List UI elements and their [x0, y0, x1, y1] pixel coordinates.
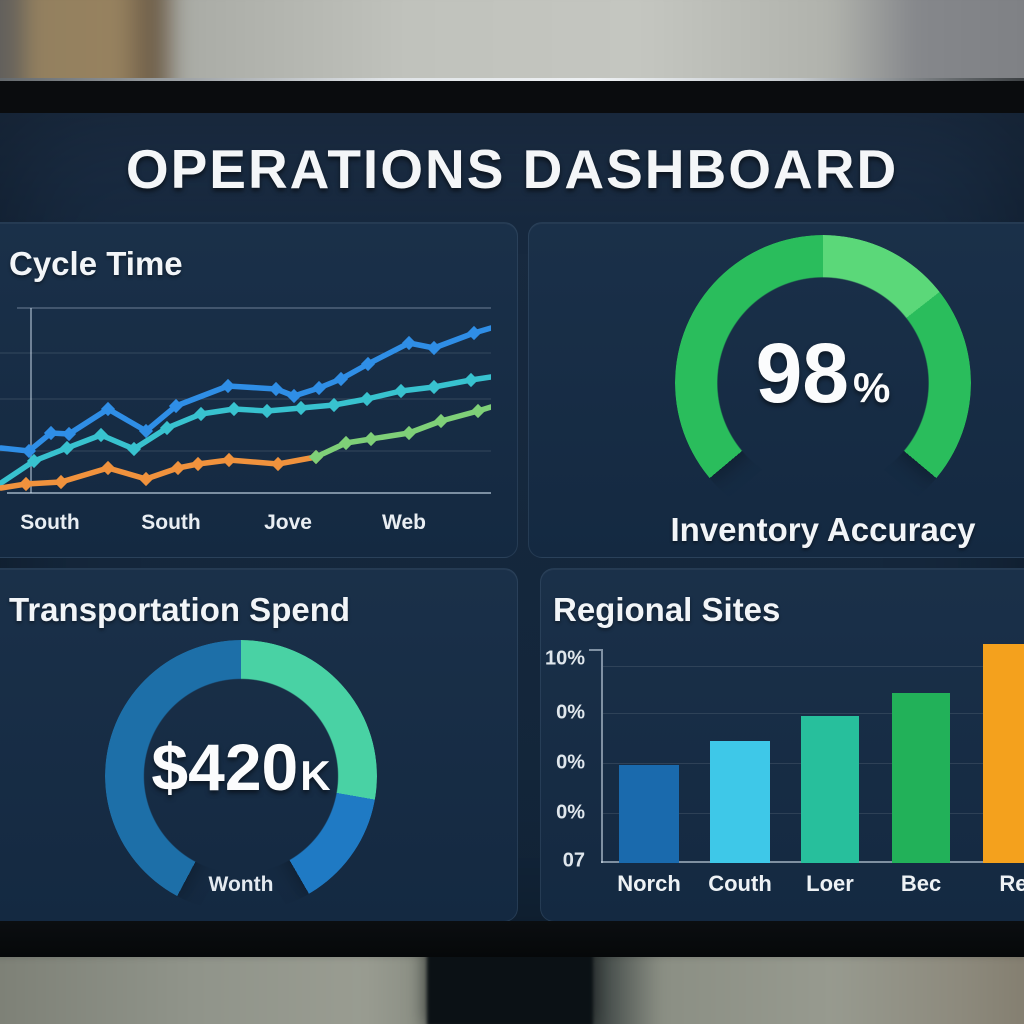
- transportation-spend-panel: Transportation Spend $420 K Wonth: [0, 568, 518, 921]
- data-point-marker: [311, 380, 327, 396]
- data-point-marker: [308, 449, 324, 465]
- data-point-marker: [259, 403, 275, 419]
- data-point-marker: [159, 420, 175, 436]
- y-axis-label: 10%: [544, 647, 585, 670]
- x-axis-label: Loer: [806, 871, 854, 896]
- data-point-marker: [226, 401, 242, 417]
- x-axis-label: Couth: [708, 871, 772, 896]
- data-point-marker: [463, 372, 479, 388]
- donut-sublabel: Wonth: [208, 873, 274, 896]
- axis-bracket: [589, 649, 601, 651]
- monitor-bezel-top: [0, 78, 1024, 113]
- data-point-marker: [363, 431, 379, 447]
- x-axis-label: Jove: [264, 511, 312, 534]
- data-point-marker: [268, 381, 284, 397]
- data-point-marker: [338, 435, 354, 451]
- data-point-marker: [359, 391, 375, 407]
- transportation-spend-title: Transportation Spend: [9, 591, 351, 628]
- data-point-marker: [466, 325, 482, 341]
- regional-sites-bar-chart: [601, 644, 1024, 863]
- line-series-orange: [0, 454, 319, 491]
- data-point-marker: [18, 476, 34, 492]
- data-point-marker: [401, 425, 417, 441]
- inventory-gauge-ring: [675, 235, 971, 531]
- data-point-marker: [100, 460, 116, 476]
- bar-rew: [983, 644, 1024, 863]
- data-point-marker: [401, 335, 417, 351]
- bezel-highlight-line: [0, 78, 1024, 81]
- data-point-marker: [221, 452, 237, 468]
- bar-loer: [801, 716, 859, 863]
- data-point-marker: [43, 425, 59, 441]
- x-axis-label: Web: [382, 511, 426, 534]
- cycle-time-title: Cycle Time: [9, 245, 183, 282]
- cycle-time-x-axis: South South Jove Web: [0, 511, 491, 541]
- data-point-marker: [286, 388, 302, 404]
- data-point-marker: [26, 453, 42, 469]
- y-axis-label: 0%: [556, 751, 585, 774]
- data-point-marker: [53, 474, 69, 490]
- data-point-marker: [270, 456, 286, 472]
- inventory-accuracy-panel: 98 % Inventory Accuracy: [528, 222, 1024, 558]
- monitor-bezel-bottom: [0, 921, 1024, 957]
- data-point-marker: [170, 460, 186, 476]
- data-point-marker: [138, 471, 154, 487]
- regional-sites-x-axis: Norch Couth Loer Bec Rew: [601, 871, 1024, 899]
- bar-bec: [892, 693, 950, 863]
- regional-sites-panel: Regional Sites 10% 0% 0% 0% 07 Norch Couth Loe…: [540, 568, 1024, 921]
- y-axis-label: 0%: [556, 801, 585, 824]
- data-point-marker: [138, 423, 154, 439]
- data-point-marker: [326, 397, 342, 413]
- donut-value-number: $420: [151, 730, 299, 804]
- transportation-donut-value: $420 K: [105, 734, 377, 800]
- data-point-marker: [426, 340, 442, 356]
- data-point-marker: [393, 383, 409, 399]
- x-axis-label: Norch: [617, 871, 681, 896]
- data-point-marker: [360, 356, 376, 372]
- x-axis-label: South: [141, 511, 201, 534]
- data-point-marker: [168, 398, 184, 414]
- bar-norch: [619, 765, 679, 863]
- x-axis-label: Rew: [999, 871, 1024, 896]
- data-point-marker: [59, 440, 75, 456]
- x-axis-label: Bec: [900, 871, 942, 896]
- data-point-marker: [220, 378, 236, 394]
- transportation-donut-ring: [105, 640, 377, 912]
- y-axis-label: 07: [562, 849, 585, 872]
- percent-sign: %: [853, 364, 891, 411]
- data-point-marker: [100, 401, 116, 417]
- data-point-marker: [333, 371, 349, 387]
- regional-sites-y-axis: 10% 0% 0% 0% 07: [541, 569, 593, 921]
- cycle-time-panel: Cycle Time South South Jove Web: [0, 222, 518, 558]
- gridline: [603, 713, 1024, 714]
- inventory-accuracy-label: Inventory Accuracy: [670, 511, 976, 548]
- cycle-time-line-chart: [0, 307, 491, 494]
- x-axis-label: South: [20, 511, 80, 534]
- data-point-marker: [426, 379, 442, 395]
- data-point-marker: [193, 406, 209, 422]
- y-axis-line: [601, 649, 603, 863]
- data-point-marker: [293, 400, 309, 416]
- data-point-marker: [470, 403, 486, 419]
- regional-sites-title: Regional Sites: [553, 591, 781, 628]
- monitor-stand: [427, 946, 593, 1024]
- data-point-marker: [21, 443, 37, 459]
- data-point-marker: [433, 413, 449, 429]
- y-axis-label: 0%: [556, 701, 585, 724]
- gauge-value-number: 98: [755, 326, 850, 420]
- bar-couth: [710, 741, 770, 863]
- gridline: [603, 666, 1024, 667]
- inventory-gauge-value: 98 %: [675, 331, 971, 415]
- dashboard-screen: OPERATIONS DASHBOARD Cycle Time South Sou…: [0, 113, 1024, 921]
- data-point-marker: [126, 441, 142, 457]
- data-point-marker: [61, 426, 77, 442]
- line-series-teal: [0, 374, 491, 486]
- data-point-marker: [190, 456, 206, 472]
- donut-value-suffix: K: [300, 752, 331, 799]
- data-point-marker: [93, 427, 109, 443]
- page-title: OPERATIONS DASHBOARD: [125, 138, 899, 200]
